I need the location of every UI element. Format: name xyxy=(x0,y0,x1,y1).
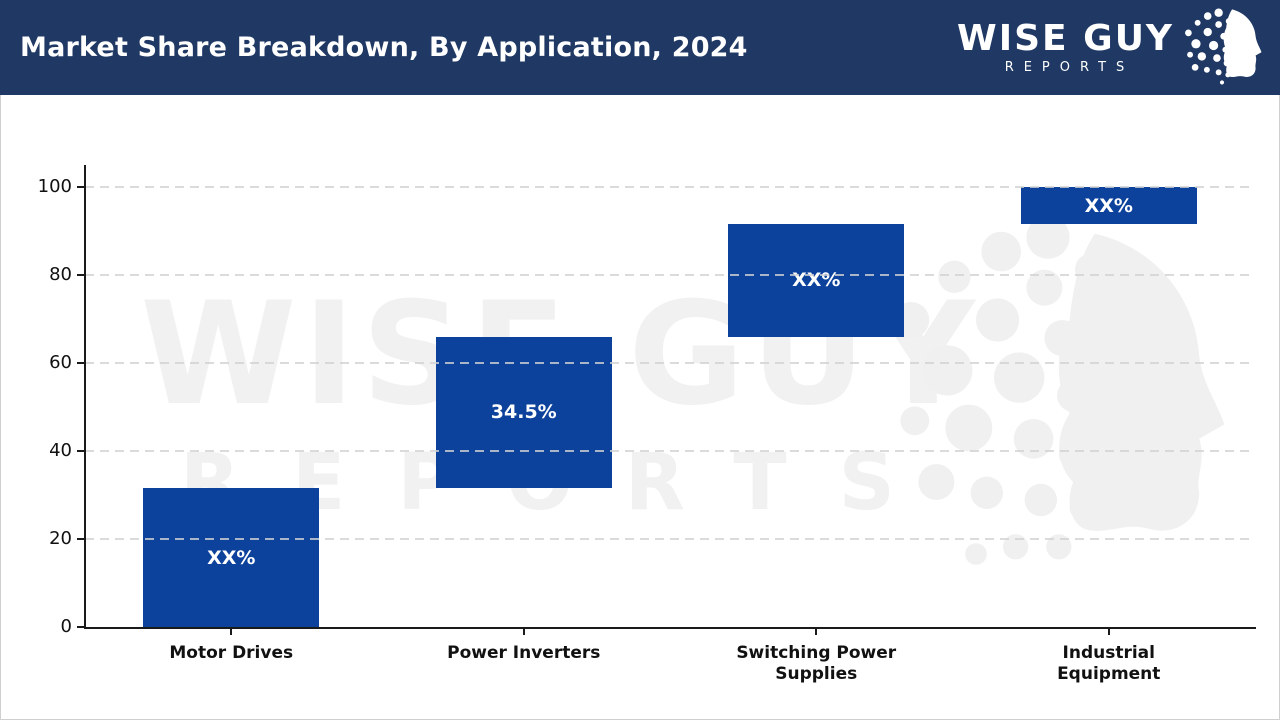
y-tick-mark xyxy=(77,538,85,540)
y-tick-mark xyxy=(77,274,85,276)
y-tick-label: 0 xyxy=(60,616,72,637)
category-label-line: Industrial xyxy=(1062,643,1155,663)
x-tick-mark xyxy=(522,629,525,635)
y-tick-label: 60 xyxy=(49,352,72,373)
logo-wiseguy-label: WISE GUY xyxy=(956,17,1174,59)
watermark-head-icon xyxy=(893,215,1225,565)
x-tick-mark xyxy=(815,629,818,635)
category-label-line: Motor Drives xyxy=(169,643,294,663)
category-label-switching-power-supplies: Switching Power Supplies xyxy=(706,643,926,686)
waterfall-chart: XX% 34.5% XX% XX% 0 20 40 60 80 100 Motor Drives Po… xyxy=(0,95,1280,720)
bar-industrial-equipment: XX% xyxy=(1020,187,1197,225)
y-tick-label: 40 xyxy=(49,440,72,461)
gridline-80 xyxy=(85,274,1255,276)
x-tick-mark xyxy=(1107,629,1110,635)
bar-value-label: XX% xyxy=(1084,194,1133,217)
category-label-line: Equipment xyxy=(1057,664,1161,685)
gridline-100 xyxy=(85,186,1255,188)
category-label-motor-drives: Motor Drives xyxy=(121,643,341,664)
gridline-60 xyxy=(85,362,1255,364)
y-tick-label: 80 xyxy=(49,264,72,285)
y-tick-mark xyxy=(77,362,85,364)
gridline-20 xyxy=(85,538,1255,540)
y-tick-mark xyxy=(77,186,85,188)
y-tick-mark xyxy=(77,626,85,628)
logo-reports-label: REPORTS xyxy=(1004,59,1135,75)
bar-switching-power-supplies: XX% xyxy=(728,224,905,337)
wiseguy-head-icon xyxy=(1185,8,1262,85)
category-label-line: Switching Power xyxy=(736,643,897,663)
bar-value-label: XX% xyxy=(792,269,841,292)
page-title: Market Share Breakdown, By Application, … xyxy=(20,32,748,63)
y-tick-mark xyxy=(77,450,85,452)
header-bar: Market Share Breakdown, By Application, … xyxy=(0,0,1280,95)
category-label-power-inverters: Power Inverters xyxy=(414,643,634,664)
bar-value-label: XX% xyxy=(207,546,256,569)
category-label-line: Supplies xyxy=(775,664,858,685)
x-tick-mark xyxy=(230,629,233,635)
bar-motor-drives: XX% xyxy=(143,488,320,627)
category-label-industrial-equipment: Industrial Equipment xyxy=(999,643,1219,686)
y-axis-line xyxy=(84,165,86,628)
wiseguy-logo: WISE GUY REPORTS xyxy=(957,6,1266,90)
bar-power-inverters: 34.5% xyxy=(435,336,612,489)
bar-value-label: 34.5% xyxy=(490,401,557,424)
gridline-40 xyxy=(85,450,1255,452)
watermark-face-profile xyxy=(1058,233,1225,531)
y-tick-label: 100 xyxy=(37,176,72,197)
category-label-line: Power Inverters xyxy=(447,643,601,663)
x-axis-line xyxy=(84,627,1256,629)
y-tick-label: 20 xyxy=(49,528,72,549)
wiseguy-logo-text: WISE GUY REPORTS xyxy=(956,17,1174,75)
